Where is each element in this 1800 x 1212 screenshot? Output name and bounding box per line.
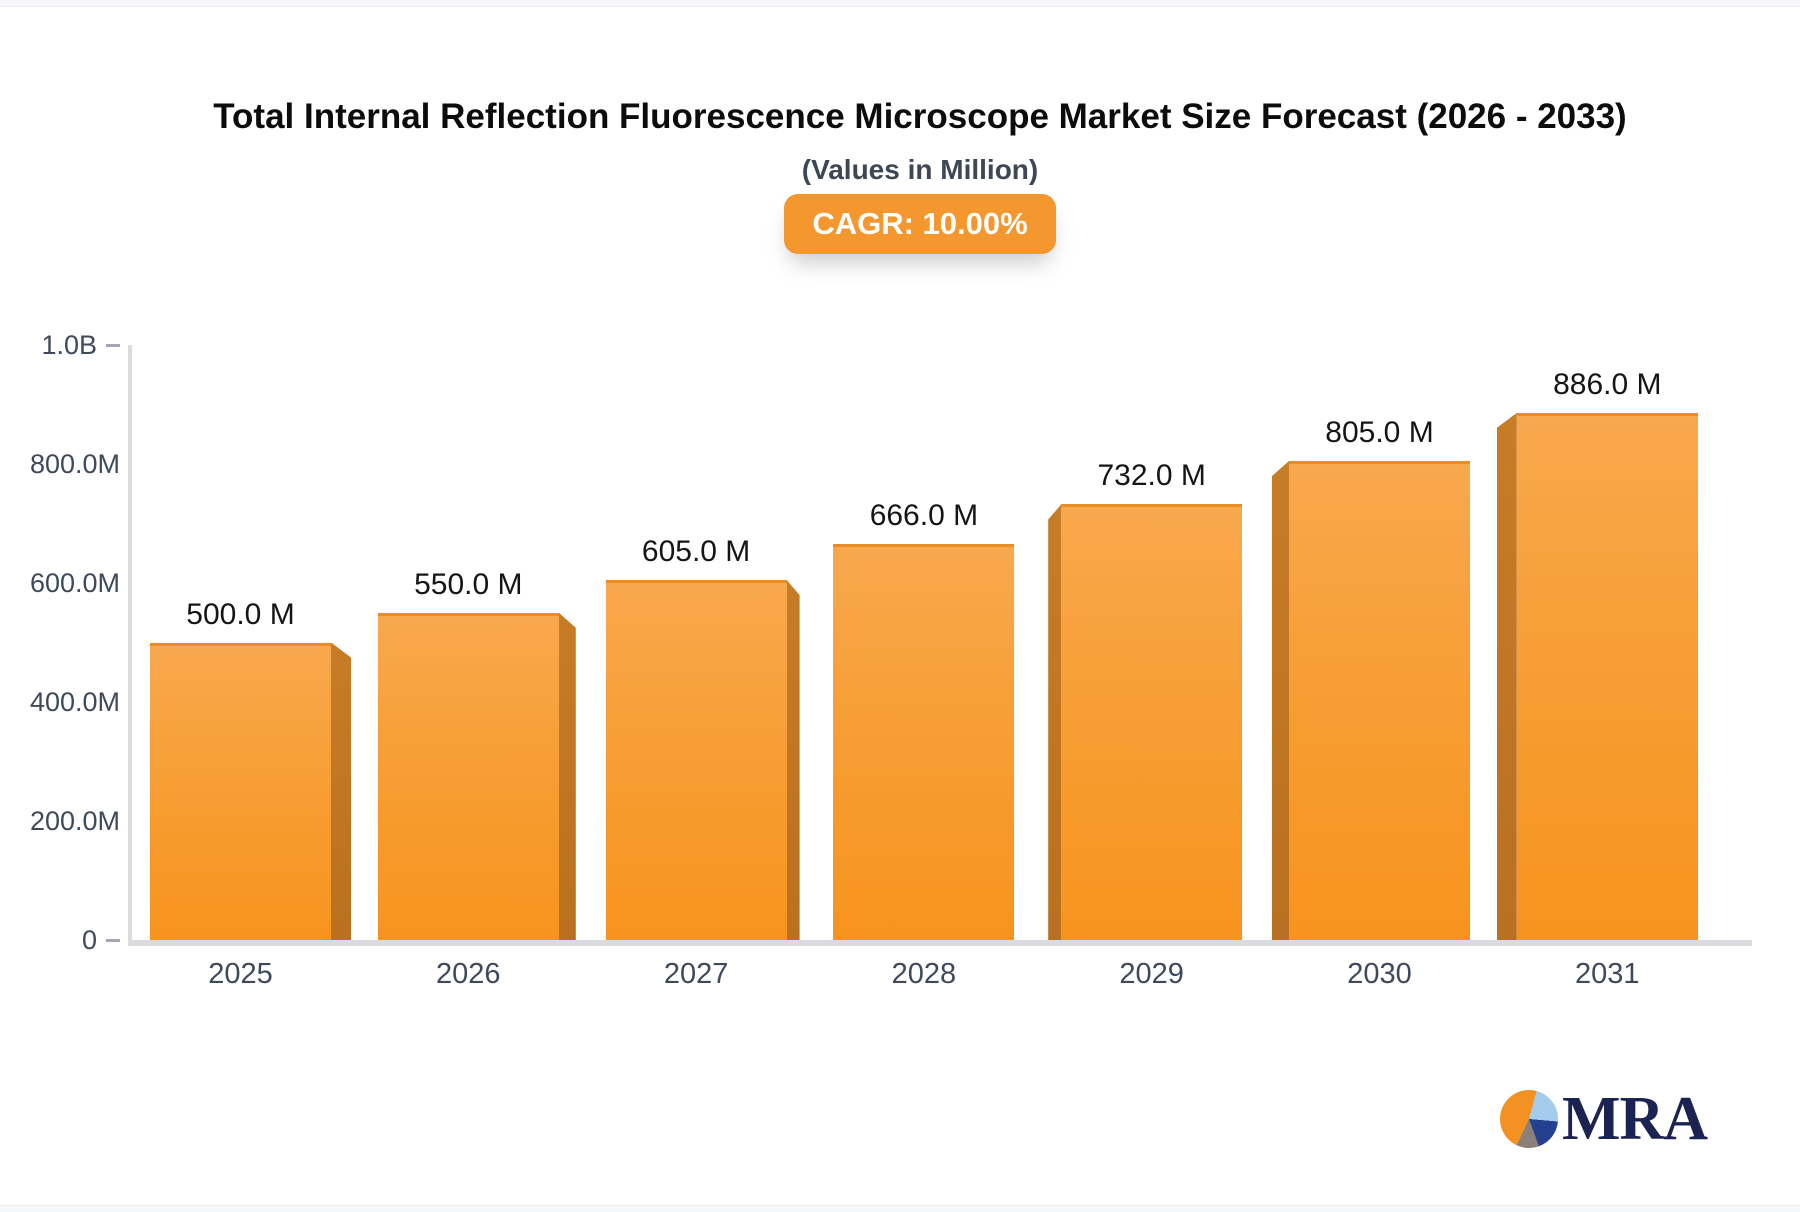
bar-2029[interactable] bbox=[1061, 504, 1243, 940]
y-axis-tick-row: 800.0M bbox=[0, 448, 120, 480]
y-axis-tick-row: 200.0M bbox=[0, 805, 120, 837]
cagr-badge: CAGR: 10.00% bbox=[784, 194, 1056, 254]
x-axis-line bbox=[128, 940, 1752, 946]
x-axis-label: 2030 bbox=[1347, 958, 1412, 990]
bar-value-label: 666.0 M bbox=[869, 498, 979, 532]
top-border-strip bbox=[0, 0, 1800, 7]
bar-side-2030 bbox=[1272, 461, 1289, 940]
x-axis-label: 2025 bbox=[208, 958, 273, 990]
y-axis-tick-row: 0 bbox=[0, 924, 120, 956]
y-axis-line bbox=[128, 345, 132, 946]
bar-value-label: 732.0 M bbox=[1097, 459, 1206, 493]
y-axis-label: 600.0M bbox=[29, 567, 120, 598]
bar-2025[interactable] bbox=[150, 642, 331, 940]
y-axis-tick-row: 600.0M bbox=[0, 567, 120, 599]
bar-side-2025 bbox=[331, 642, 351, 940]
bar-2030[interactable] bbox=[1289, 461, 1470, 940]
x-axis-label: 2029 bbox=[1119, 958, 1184, 990]
bar-side-2026 bbox=[558, 612, 576, 940]
bottom-border-strip bbox=[0, 1205, 1800, 1212]
y-axis-tick-row: 400.0M bbox=[0, 686, 120, 718]
bar-2027[interactable] bbox=[605, 580, 787, 940]
y-axis-tick bbox=[106, 938, 120, 942]
bar-side-2027 bbox=[786, 580, 800, 940]
bar-value-label: 605.0 M bbox=[641, 535, 751, 569]
y-axis-tick bbox=[106, 343, 120, 347]
y-axis-label: 0 bbox=[81, 924, 97, 955]
bar-value-label: 550.0 M bbox=[414, 567, 523, 601]
bar-value-label: 805.0 M bbox=[1325, 416, 1434, 450]
bar-2026[interactable] bbox=[377, 612, 559, 940]
bar-2031[interactable] bbox=[1516, 412, 1698, 940]
x-axis-label: 2028 bbox=[891, 958, 957, 990]
chart-title: Total Internal Reflection Fluorescence M… bbox=[213, 97, 1627, 136]
y-axis-label: 200.0M bbox=[29, 805, 120, 836]
x-axis-label: 2026 bbox=[436, 958, 501, 990]
logo-text: MRA bbox=[1562, 1085, 1708, 1153]
mra-logo: MRA bbox=[1500, 1085, 1708, 1153]
bar-value-label: 500.0 M bbox=[186, 597, 295, 631]
bar-side-2031 bbox=[1496, 412, 1517, 940]
pie-chart-logo-icon bbox=[1500, 1090, 1558, 1148]
x-axis-label: 2031 bbox=[1575, 958, 1640, 990]
y-axis-label: 800.0M bbox=[29, 448, 120, 479]
bar-side-2029 bbox=[1048, 504, 1062, 940]
bar-2028[interactable] bbox=[833, 543, 1015, 940]
chart-subtitle: (Values in Million) bbox=[801, 154, 1039, 185]
y-axis-tick-row: 1.0B bbox=[0, 329, 120, 361]
chart-header: Total Internal Reflection Fluorescence M… bbox=[120, 92, 1720, 254]
y-axis-label: 400.0M bbox=[29, 686, 120, 717]
bar-value-label: 886.0 M bbox=[1553, 367, 1662, 401]
y-axis-label: 1.0B bbox=[41, 329, 97, 360]
x-axis-label: 2027 bbox=[663, 958, 729, 990]
